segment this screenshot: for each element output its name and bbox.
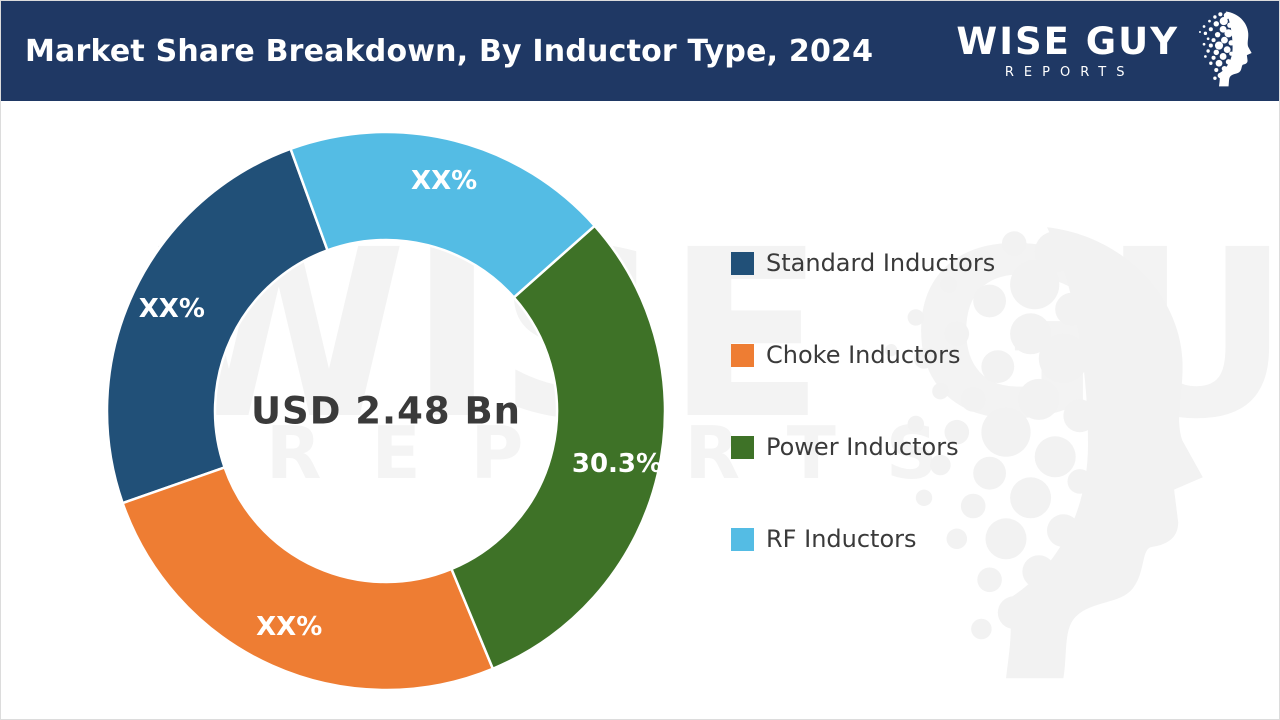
legend-label: Power Inductors [766,433,959,461]
legend-item-power-inductors: Power Inductors [731,433,995,461]
donut-segment-1 [121,465,495,692]
legend-item-standard-inductors: Standard Inductors [731,249,995,277]
donut-center-value: USD 2.48 Bn [251,389,521,433]
wise-guy-reports-logo: WISE GUY REPORTS [956,10,1253,92]
legend-swatch-choke-inductors [731,343,754,367]
legend-swatch-power-inductors [731,435,754,459]
legend-label: Choke Inductors [766,341,961,369]
logo-wordmark: WISE GUY [956,20,1179,63]
chart-area: WISE GUY REPORTS XX% XX% 30.3% XX% USD 2… [1,101,1279,719]
page-title: Market Share Breakdown, By Inductor Type… [25,33,874,69]
donut-segment-2 [449,223,667,671]
donut-segment-3 [288,130,597,300]
slice-label-choke-inductors: XX% [256,612,323,643]
logo-subtitle: REPORTS [1004,65,1135,80]
legend-swatch-standard-inductors [731,251,754,275]
legend-item-rf-inductors: RF Inductors [731,525,995,553]
legend: Standard Inductors Choke Inductors Power… [731,249,995,553]
legend-label: RF Inductors [766,525,917,553]
header-bar: Market Share Breakdown, By Inductor Type… [1,1,1279,101]
donut-chart [105,130,667,692]
slice-label-power-inductors: 30.3% [571,449,663,480]
slice-label-rf-inductors: XX% [411,166,478,197]
legend-item-choke-inductors: Choke Inductors [731,341,995,369]
legend-label: Standard Inductors [766,249,996,277]
logo-head-icon [1185,10,1253,92]
donut-segment-0 [105,147,330,505]
logo-text: WISE GUY REPORTS [956,23,1179,79]
legend-swatch-rf-inductors [731,527,754,551]
slice-label-standard-inductors: XX% [138,294,205,325]
